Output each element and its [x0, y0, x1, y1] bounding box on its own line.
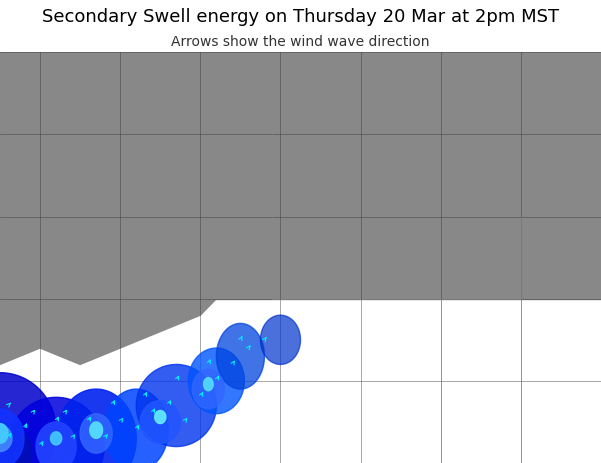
Polygon shape	[8, 397, 104, 463]
Polygon shape	[80, 414, 112, 453]
Polygon shape	[36, 422, 76, 463]
Polygon shape	[136, 365, 216, 447]
Polygon shape	[104, 389, 168, 463]
Polygon shape	[0, 373, 56, 463]
Polygon shape	[0, 409, 24, 463]
Polygon shape	[188, 348, 245, 414]
Polygon shape	[140, 400, 180, 444]
Polygon shape	[90, 422, 103, 438]
Polygon shape	[0, 425, 12, 451]
Polygon shape	[154, 411, 166, 424]
Polygon shape	[56, 389, 136, 463]
Polygon shape	[0, 53, 272, 365]
Polygon shape	[0, 53, 601, 299]
Polygon shape	[0, 424, 8, 444]
Polygon shape	[260, 315, 300, 365]
Text: Secondary Swell energy on Thursday 20 Mar at 2pm MST: Secondary Swell energy on Thursday 20 Ma…	[42, 8, 559, 26]
Text: Arrows show the wind wave direction: Arrows show the wind wave direction	[171, 35, 430, 49]
Polygon shape	[204, 378, 213, 391]
Polygon shape	[216, 324, 264, 389]
Polygon shape	[50, 432, 62, 445]
Polygon shape	[0, 422, 32, 463]
Polygon shape	[192, 369, 224, 409]
